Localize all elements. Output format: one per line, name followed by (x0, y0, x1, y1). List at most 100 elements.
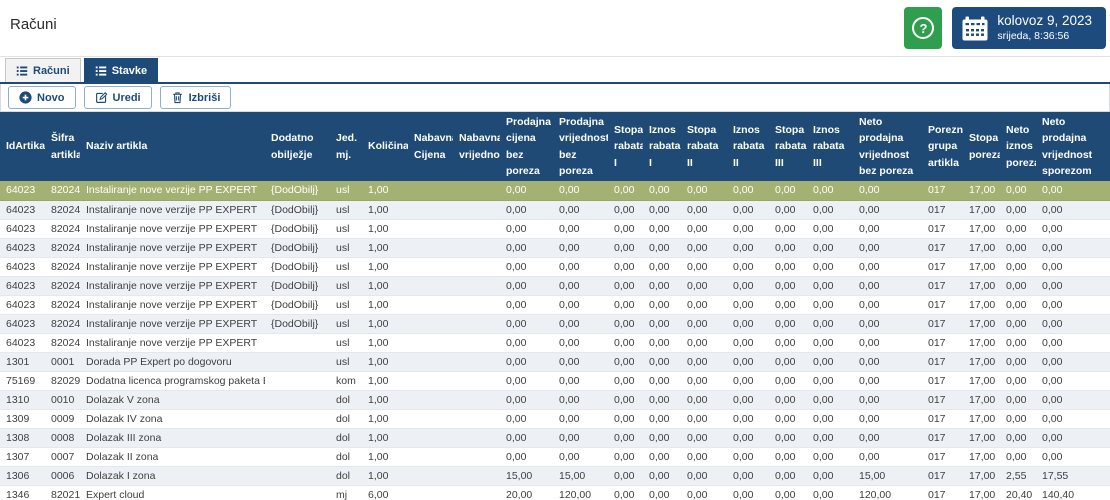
table-row[interactable]: 1310 0010 Dolazak V zona dol 1,00 0,00 0,00 0,0… (0, 390, 1110, 410)
cell (408, 447, 453, 467)
cell: 017 (922, 371, 963, 391)
table-row[interactable]: 75169 82029 Dodatna licenca programskog pa… (0, 371, 1110, 391)
table-row[interactable]: 64023 82024 Instaliranje nove verzije PP E… (0, 314, 1110, 334)
cell: 0010 (45, 390, 80, 410)
column-header[interactable]: Stopa rabata II (681, 112, 727, 182)
column-header[interactable]: Stopa poreza (963, 112, 1000, 182)
new-button[interactable]: Novo (8, 86, 76, 109)
cell: Instaliranje nove verzije PP EXPERT (80, 238, 265, 258)
tab-racuni[interactable]: Računi (5, 58, 81, 82)
table-row[interactable]: 1307 0007 Dolazak II zona dol 1,00 0,00 0,00 0,… (0, 447, 1110, 467)
time-label: srijeda, 8:36:56 (997, 29, 1070, 42)
column-header[interactable]: Šifra artikla (45, 112, 80, 182)
cell (265, 428, 330, 448)
help-button[interactable]: ? (904, 7, 943, 49)
table-row[interactable]: 1301 0001 Dorada PP Expert po dogovoru usl 1… (0, 352, 1110, 372)
cell: 0,00 (769, 352, 807, 372)
table-row[interactable]: 64023 82024 Instaliranje nove verzije PP E… (0, 333, 1110, 353)
cell: 0,00 (807, 428, 853, 448)
cell (408, 276, 453, 296)
cell: 82024 (45, 333, 80, 353)
cell: 0,00 (1000, 181, 1036, 201)
delete-button[interactable]: Izbriši (159, 86, 232, 109)
column-header[interactable]: Nabavna vrijednost (453, 112, 500, 182)
column-header[interactable]: Količina (362, 112, 408, 182)
table-row[interactable]: 1309 0009 Dolazak IV zona dol 1,00 0,00 0,00 0,… (0, 409, 1110, 429)
cell: 0,00 (608, 428, 643, 448)
cell: 0,00 (807, 409, 853, 429)
cell: 0,00 (608, 485, 643, 500)
cell (453, 371, 500, 391)
cell: 64023 (0, 295, 45, 315)
column-header[interactable]: Neto prodajna vrijednost sporezom (1036, 112, 1110, 182)
cell: 0,00 (608, 200, 643, 220)
cell: 0,00 (500, 295, 553, 315)
table-row[interactable]: 64023 82024 Instaliranje nove verzije PP E… (0, 200, 1110, 220)
cell: 0,00 (807, 314, 853, 334)
table-row[interactable]: 64023 82024 Instaliranje nove verzije PP E… (0, 181, 1110, 201)
cell: 0,00 (608, 390, 643, 410)
cell: 0,00 (1036, 219, 1110, 239)
cell: 1306 (0, 466, 45, 486)
table-row[interactable]: 1346 82021 Expert cloud mj 6,00 20,00 120,00 0,… (0, 485, 1110, 500)
table-row[interactable]: 64023 82024 Instaliranje nove verzije PP E… (0, 238, 1110, 258)
cell: 0,00 (1036, 371, 1110, 391)
cell: dol (330, 466, 362, 486)
cell: 0,00 (807, 219, 853, 239)
table-row[interactable]: 1306 0006 Dolazak I zona dol 1,00 15,00 15,00 0… (0, 466, 1110, 486)
column-header[interactable]: IdArtikal (0, 112, 45, 182)
column-header[interactable]: Iznos rabata III (807, 112, 853, 182)
column-header[interactable]: Iznos rabata I (643, 112, 681, 182)
cell: 0,00 (727, 200, 769, 220)
cell: 0,00 (553, 200, 608, 220)
cell: 0,00 (643, 333, 681, 353)
cell: Instaliranje nove verzije PP EXPERT (80, 295, 265, 315)
column-header[interactable]: Dodatno obilježje (265, 112, 330, 182)
cell: 0,00 (727, 352, 769, 372)
cell: 82024 (45, 276, 80, 296)
cell: {DodObilj} (265, 219, 330, 239)
cell: 120,00 (553, 485, 608, 500)
cell: Instaliranje nove verzije PP EXPERT (80, 181, 265, 201)
cell: 82021 (45, 485, 80, 500)
cell: 0,00 (643, 276, 681, 296)
column-header[interactable]: Neto iznos poreza (1000, 112, 1036, 182)
cell: usl (330, 295, 362, 315)
column-header[interactable]: Iznos rabata II (727, 112, 769, 182)
pencil-icon (95, 91, 108, 104)
cell: 0,00 (1036, 447, 1110, 467)
cell: 0,00 (769, 238, 807, 258)
cell: 0,00 (500, 314, 553, 334)
table-row[interactable]: 1308 0008 Dolazak III zona dol 1,00 0,00 0,00 0… (0, 428, 1110, 448)
table-row[interactable]: 64023 82024 Instaliranje nove verzije PP E… (0, 276, 1110, 296)
column-header[interactable]: Jed. mj. (330, 112, 362, 182)
column-header[interactable]: Porezna grupa artikla (922, 112, 963, 182)
cell: usl (330, 257, 362, 277)
cell: 82024 (45, 238, 80, 258)
column-header[interactable]: Prodajna vrijednost bez poreza (553, 112, 608, 182)
cell: Dolazak V zona (80, 390, 265, 410)
column-header[interactable]: Neto prodajna vrijednost bez poreza (853, 112, 922, 182)
column-header[interactable]: Nabavna Cijena (408, 112, 453, 182)
column-header[interactable]: Prodajna cijena bez poreza (500, 112, 553, 182)
cell: 0,00 (500, 333, 553, 353)
cell: 017 (922, 390, 963, 410)
column-header[interactable]: Naziv artikla (80, 112, 265, 182)
datetime-widget[interactable]: kolovoz 9, 2023 srijeda, 8:36:56 (952, 7, 1106, 49)
table-row[interactable]: 64023 82024 Instaliranje nove verzije PP E… (0, 219, 1110, 239)
date-label: kolovoz 9, 2023 (997, 13, 1092, 28)
edit-button[interactable]: Uredi (83, 86, 152, 109)
tab-stavke[interactable]: Stavke (83, 58, 159, 82)
cell: 0,00 (807, 333, 853, 353)
table-row[interactable]: 64023 82024 Instaliranje nove verzije PP E… (0, 257, 1110, 277)
cell: 0,00 (807, 485, 853, 500)
cell: 0,00 (608, 238, 643, 258)
column-header[interactable]: Stopa rabata I (608, 112, 643, 182)
cell (453, 238, 500, 258)
cell: 0,00 (1036, 238, 1110, 258)
cell: 0,00 (643, 428, 681, 448)
cell: 0,00 (727, 485, 769, 500)
column-header[interactable]: Stopa rabata III (769, 112, 807, 182)
table-row[interactable]: 64023 82024 Instaliranje nove verzije PP E… (0, 295, 1110, 315)
button-label: Izbriši (188, 91, 221, 104)
